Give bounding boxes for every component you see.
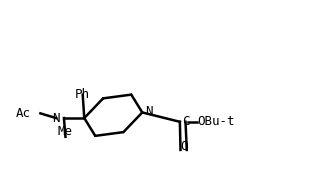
Text: O: O — [180, 140, 187, 153]
Text: Me: Me — [58, 125, 73, 138]
Text: Ac: Ac — [16, 107, 31, 120]
Text: N: N — [52, 112, 59, 124]
Text: N: N — [145, 105, 153, 118]
Text: Ph: Ph — [75, 88, 90, 101]
Text: C: C — [182, 115, 190, 128]
Text: OBu-t: OBu-t — [197, 115, 234, 128]
